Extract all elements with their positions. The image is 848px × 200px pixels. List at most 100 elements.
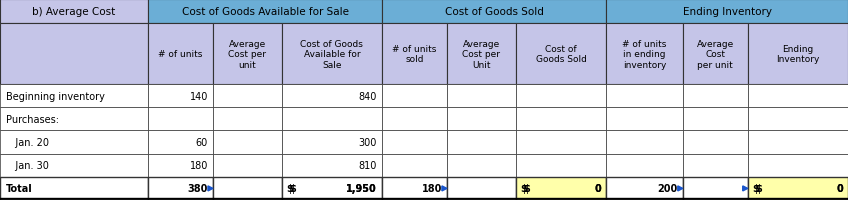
- Bar: [683, 154, 748, 177]
- Bar: [282, 85, 382, 108]
- Text: 0: 0: [836, 183, 843, 193]
- Bar: [516, 24, 606, 85]
- Bar: [382, 177, 447, 200]
- Bar: [213, 154, 282, 177]
- Bar: [0, 131, 148, 154]
- Text: Ending Inventory: Ending Inventory: [683, 7, 772, 17]
- Text: b) Average Cost: b) Average Cost: [32, 7, 115, 17]
- Bar: [382, 108, 447, 131]
- Text: Total: Total: [6, 183, 33, 193]
- Bar: [516, 108, 606, 131]
- Bar: [447, 24, 516, 85]
- Polygon shape: [442, 186, 447, 191]
- Polygon shape: [208, 186, 213, 191]
- Text: 60: 60: [196, 137, 208, 147]
- Text: # of units
in ending
inventory: # of units in ending inventory: [622, 40, 667, 69]
- Bar: [213, 24, 282, 85]
- Bar: [516, 154, 606, 177]
- Text: $: $: [521, 183, 527, 193]
- Text: Cost of
Goods Sold: Cost of Goods Sold: [536, 45, 587, 64]
- Bar: [0, 177, 148, 200]
- Bar: [516, 131, 606, 154]
- Bar: [282, 177, 382, 200]
- Bar: [148, 85, 213, 108]
- Bar: [447, 131, 516, 154]
- Bar: [213, 85, 282, 108]
- Text: 0: 0: [594, 183, 601, 193]
- Bar: [148, 24, 213, 85]
- Bar: [0, 154, 148, 177]
- Bar: [148, 0, 382, 24]
- Bar: [516, 85, 606, 108]
- Bar: [748, 131, 848, 154]
- Bar: [606, 0, 848, 24]
- Bar: [683, 177, 748, 200]
- Bar: [447, 154, 516, 177]
- Bar: [148, 177, 213, 200]
- Bar: [683, 85, 748, 108]
- Bar: [748, 85, 848, 108]
- Text: 380: 380: [187, 183, 208, 193]
- Bar: [148, 131, 213, 154]
- Text: Average
Cost per
unit: Average Cost per unit: [228, 40, 266, 69]
- Text: 140: 140: [190, 91, 208, 101]
- Bar: [0, 24, 148, 85]
- Bar: [683, 108, 748, 131]
- Bar: [748, 24, 848, 85]
- Bar: [148, 108, 213, 131]
- Text: 1,950: 1,950: [346, 183, 377, 193]
- Polygon shape: [743, 186, 748, 191]
- Bar: [683, 131, 748, 154]
- Bar: [606, 24, 683, 85]
- Text: 180: 180: [190, 160, 208, 170]
- Bar: [748, 108, 848, 131]
- Text: 840: 840: [359, 91, 377, 101]
- Bar: [382, 0, 606, 24]
- Bar: [606, 85, 683, 108]
- Text: # of units: # of units: [159, 50, 203, 59]
- Text: Cost of Goods
Available for
Sale: Cost of Goods Available for Sale: [300, 40, 363, 69]
- Text: 200: 200: [657, 183, 678, 193]
- Bar: [606, 177, 683, 200]
- Bar: [0, 108, 148, 131]
- Bar: [213, 108, 282, 131]
- Text: $: $: [290, 183, 297, 193]
- Text: Beginning inventory: Beginning inventory: [6, 91, 105, 101]
- Bar: [382, 154, 447, 177]
- Bar: [213, 131, 282, 154]
- Text: Purchases:: Purchases:: [6, 114, 59, 124]
- Text: 1,950: 1,950: [346, 183, 377, 193]
- Bar: [282, 131, 382, 154]
- Bar: [0, 85, 148, 108]
- Text: # of units
sold: # of units sold: [393, 45, 437, 64]
- Bar: [748, 177, 848, 200]
- Polygon shape: [678, 186, 683, 191]
- Text: Cost of Goods Sold: Cost of Goods Sold: [444, 7, 544, 17]
- Bar: [606, 131, 683, 154]
- Bar: [748, 154, 848, 177]
- Bar: [447, 177, 516, 200]
- Text: $: $: [287, 183, 293, 193]
- Bar: [213, 177, 282, 200]
- Text: $: $: [753, 183, 760, 193]
- Text: $: $: [524, 183, 531, 193]
- Text: Average
Cost
per unit: Average Cost per unit: [697, 40, 734, 69]
- Text: Cost of Goods Available for Sale: Cost of Goods Available for Sale: [181, 7, 349, 17]
- Bar: [382, 24, 447, 85]
- Text: $: $: [756, 183, 762, 193]
- Text: Jan. 20: Jan. 20: [6, 137, 49, 147]
- Bar: [447, 85, 516, 108]
- Bar: [447, 108, 516, 131]
- Text: 810: 810: [359, 160, 377, 170]
- Bar: [683, 24, 748, 85]
- Text: Jan. 30: Jan. 30: [6, 160, 49, 170]
- Bar: [382, 131, 447, 154]
- Text: Ending
Inventory: Ending Inventory: [776, 45, 819, 64]
- Bar: [606, 108, 683, 131]
- Bar: [282, 108, 382, 131]
- Text: 180: 180: [421, 183, 442, 193]
- Bar: [606, 154, 683, 177]
- Text: 0: 0: [836, 183, 843, 193]
- Text: 300: 300: [359, 137, 377, 147]
- Bar: [282, 24, 382, 85]
